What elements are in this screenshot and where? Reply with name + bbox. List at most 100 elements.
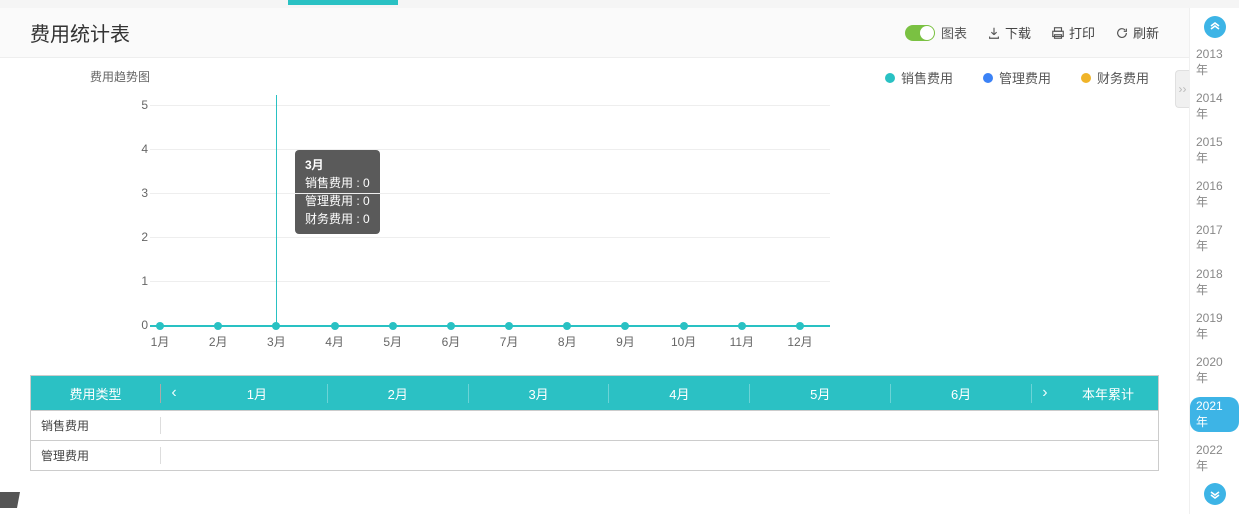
chart-toggle-label: 图表 — [941, 23, 967, 42]
data-point — [389, 322, 397, 330]
tooltip-line-0: 销售费用 : 0 — [305, 174, 370, 192]
data-point — [738, 322, 746, 330]
data-point — [796, 322, 804, 330]
th-m4: 4月 — [609, 384, 750, 403]
y-tick: 1 — [120, 274, 148, 288]
grid-line — [150, 281, 830, 282]
bottom-corner-tab[interactable] — [0, 492, 20, 508]
legend-item[interactable]: 财务费用 — [1081, 68, 1149, 87]
active-tab-indicator — [288, 0, 398, 5]
y-tick: 0 — [120, 318, 148, 332]
grid-line — [150, 193, 830, 194]
x-tick: 9月 — [616, 333, 635, 350]
year-list: 2013年 2014年 2015年 2016年 2017年 2018年 2019年 2020年… — [1190, 45, 1239, 476]
th-total: 本年累计 — [1058, 384, 1158, 403]
year-item[interactable]: 2021年 — [1190, 397, 1239, 432]
y-tick: 4 — [120, 142, 148, 156]
th-m5: 5月 — [750, 384, 891, 403]
grid-line — [150, 237, 830, 238]
y-axis: 012345 — [120, 105, 148, 325]
chart-tooltip: 3月 销售费用 : 0 管理费用 : 0 财务费用 : 0 — [295, 150, 380, 234]
th-m2: 2月 — [328, 384, 469, 403]
refresh-icon — [1115, 26, 1129, 40]
year-item[interactable]: 2017年 — [1190, 221, 1239, 256]
year-item[interactable]: 2018年 — [1190, 265, 1239, 300]
legend-label: 管理费用 — [999, 68, 1051, 87]
data-point — [563, 322, 571, 330]
chevron-up-icon — [1209, 21, 1221, 33]
tooltip-line-1: 管理费用 : 0 — [305, 192, 370, 210]
print-icon — [1051, 26, 1065, 40]
main-layout: 费用统计表 图表 下载 打印 刷新 — [0, 8, 1239, 514]
y-tick: 3 — [120, 186, 148, 200]
chevron-down-icon — [1209, 488, 1221, 500]
tooltip-line-2: 财务费用 : 0 — [305, 210, 370, 228]
content-pane: 费用统计表 图表 下载 打印 刷新 — [0, 8, 1189, 514]
series-line — [150, 325, 830, 327]
legend-label: 销售费用 — [901, 68, 953, 87]
year-item[interactable]: 2014年 — [1190, 89, 1239, 124]
chart-toggle[interactable] — [905, 25, 935, 41]
grid-line — [150, 149, 830, 150]
data-point — [505, 322, 513, 330]
year-sidebar: 2013年 2014年 2015年 2016年 2017年 2018年 2019年 2020年… — [1189, 8, 1239, 514]
legend-dot-icon — [1081, 73, 1091, 83]
row-label: 管理费用 — [31, 447, 161, 464]
table-header-row: 费用类型 ‹ 1月 2月 3月 4月 5月 6月 › 本年累计 — [31, 376, 1158, 410]
table-next-button[interactable]: › — [1032, 384, 1058, 402]
y-tick: 2 — [120, 230, 148, 244]
table-row: 管理费用 — [31, 440, 1158, 470]
x-tick: 6月 — [442, 333, 461, 350]
hover-guideline — [276, 95, 277, 327]
year-item[interactable]: 2013年 — [1190, 45, 1239, 80]
table-prev-button[interactable]: ‹ — [161, 384, 187, 402]
data-point — [447, 322, 455, 330]
legend-item[interactable]: 管理费用 — [983, 68, 1051, 87]
download-label: 下载 — [1005, 23, 1031, 42]
year-item[interactable]: 2016年 — [1190, 177, 1239, 212]
data-point — [156, 322, 164, 330]
year-scroll-up[interactable] — [1204, 16, 1226, 38]
page-header: 费用统计表 图表 下载 打印 刷新 — [0, 8, 1189, 58]
refresh-button[interactable]: 刷新 — [1115, 23, 1159, 42]
x-tick: 10月 — [671, 333, 696, 350]
x-tick: 11月 — [730, 333, 754, 350]
table-row: 销售费用 — [31, 410, 1158, 440]
data-point — [331, 322, 339, 330]
year-item[interactable]: 2015年 — [1190, 133, 1239, 168]
print-label: 打印 — [1069, 23, 1095, 42]
data-point — [621, 322, 629, 330]
x-tick: 5月 — [383, 333, 402, 350]
th-m1: 1月 — [187, 384, 328, 403]
print-button[interactable]: 打印 — [1051, 23, 1095, 42]
tooltip-title: 3月 — [305, 156, 370, 174]
chart-legend: 销售费用 管理费用 财务费用 — [885, 68, 1149, 87]
chart-area: 费用趋势图 销售费用管理费用财务费用 012345 3月 销售费用 : 0 管理… — [0, 58, 1189, 365]
year-scroll-down[interactable] — [1204, 483, 1226, 505]
x-tick: 12月 — [787, 333, 812, 350]
y-tick: 5 — [120, 98, 148, 112]
data-point — [214, 322, 222, 330]
top-strip — [0, 0, 1239, 8]
row-label: 销售费用 — [31, 417, 161, 434]
year-item[interactable]: 2020年 — [1190, 353, 1239, 388]
data-point — [680, 322, 688, 330]
th-m3: 3月 — [469, 384, 610, 403]
x-tick: 2月 — [209, 333, 228, 350]
th-m6: 6月 — [891, 384, 1032, 403]
download-button[interactable]: 下载 — [987, 23, 1031, 42]
x-tick: 1月 — [151, 333, 170, 350]
legend-item[interactable]: 销售费用 — [885, 68, 953, 87]
expense-table: 费用类型 ‹ 1月 2月 3月 4月 5月 6月 › 本年累计 销售费用 管理费… — [30, 375, 1159, 471]
header-toolbar: 图表 下载 打印 刷新 — [905, 23, 1159, 42]
x-tick: 4月 — [325, 333, 344, 350]
collapse-handle[interactable]: ›› — [1175, 70, 1189, 108]
legend-dot-icon — [983, 73, 993, 83]
year-item[interactable]: 2019年 — [1190, 309, 1239, 344]
year-item[interactable]: 2022年 — [1190, 441, 1239, 476]
th-type: 费用类型 — [31, 384, 161, 403]
legend-label: 财务费用 — [1097, 68, 1149, 87]
legend-dot-icon — [885, 73, 895, 83]
chart-canvas: 012345 3月 销售费用 : 0 管理费用 : 0 财务费用 : 0 1月2… — [150, 105, 830, 345]
grid-line — [150, 105, 830, 106]
